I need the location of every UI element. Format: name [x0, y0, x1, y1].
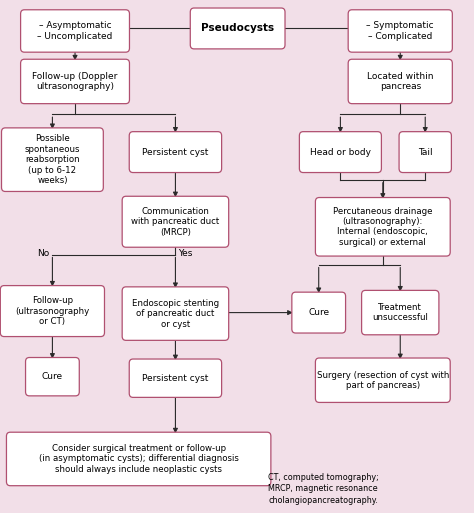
FancyBboxPatch shape: [300, 132, 382, 172]
Text: No: No: [37, 248, 50, 258]
FancyBboxPatch shape: [315, 198, 450, 256]
FancyBboxPatch shape: [348, 59, 452, 104]
Text: Yes: Yes: [178, 248, 192, 258]
FancyBboxPatch shape: [129, 132, 222, 172]
Text: Follow-up
(ultrasonography
or CT): Follow-up (ultrasonography or CT): [15, 296, 90, 326]
FancyBboxPatch shape: [20, 59, 129, 104]
Text: Communication
with pancreatic duct
(MRCP): Communication with pancreatic duct (MRCP…: [131, 207, 219, 236]
Text: Tail: Tail: [418, 148, 433, 156]
Text: Consider surgical treatment or follow-up
(in asymptomatic cysts); differential d: Consider surgical treatment or follow-up…: [39, 444, 238, 474]
Text: – Symptomatic
– Complicated: – Symptomatic – Complicated: [366, 21, 434, 41]
FancyBboxPatch shape: [190, 8, 285, 49]
Text: Percutaneous drainage
(ultrasonography):
Internal (endoscopic,
surgical) or exte: Percutaneous drainage (ultrasonography):…: [333, 207, 433, 247]
Text: Cure: Cure: [42, 372, 63, 381]
FancyBboxPatch shape: [348, 10, 452, 52]
Text: CT, computed tomography;
MRCP, magnetic resonance
cholangiopancreatography.: CT, computed tomography; MRCP, magnetic …: [268, 472, 379, 505]
FancyBboxPatch shape: [122, 287, 228, 340]
Text: Follow-up (Doppler
ultrasonography): Follow-up (Doppler ultrasonography): [32, 72, 118, 91]
FancyBboxPatch shape: [1, 128, 103, 191]
Text: Pseudocysts: Pseudocysts: [201, 24, 274, 33]
Text: – Asymptomatic
– Uncomplicated: – Asymptomatic – Uncomplicated: [37, 21, 113, 41]
FancyBboxPatch shape: [122, 196, 228, 247]
FancyBboxPatch shape: [362, 290, 439, 335]
FancyBboxPatch shape: [129, 359, 222, 398]
Text: Located within
pancreas: Located within pancreas: [367, 72, 434, 91]
FancyBboxPatch shape: [292, 292, 346, 333]
Text: Head or body: Head or body: [310, 148, 371, 156]
FancyBboxPatch shape: [26, 358, 79, 396]
FancyBboxPatch shape: [0, 286, 104, 337]
FancyBboxPatch shape: [20, 10, 129, 52]
FancyBboxPatch shape: [315, 358, 450, 402]
Text: Endoscopic stenting
of pancreatic duct
or cyst: Endoscopic stenting of pancreatic duct o…: [132, 299, 219, 328]
Text: Persistent cyst: Persistent cyst: [142, 148, 209, 156]
Text: Possible
spontaneous
reabsorption
(up to 6-12
weeks): Possible spontaneous reabsorption (up to…: [25, 134, 80, 185]
Text: Treatment
unsuccessful: Treatment unsuccessful: [372, 303, 428, 322]
Text: Surgery (resection of cyst with
part of pancreas): Surgery (resection of cyst with part of …: [317, 370, 449, 390]
FancyBboxPatch shape: [7, 432, 271, 486]
FancyBboxPatch shape: [399, 132, 451, 172]
Text: Cure: Cure: [308, 308, 329, 317]
Text: Persistent cyst: Persistent cyst: [142, 373, 209, 383]
